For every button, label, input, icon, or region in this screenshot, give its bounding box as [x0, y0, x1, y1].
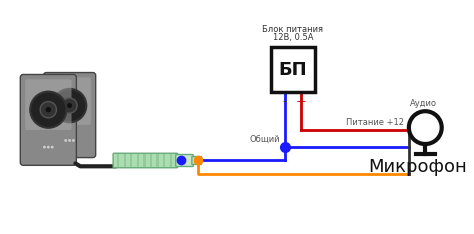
- Bar: [271, 48, 315, 92]
- Circle shape: [43, 146, 46, 149]
- Circle shape: [30, 91, 66, 128]
- FancyBboxPatch shape: [176, 154, 193, 166]
- Circle shape: [67, 103, 72, 108]
- Bar: [117, 154, 119, 167]
- Bar: [130, 154, 133, 167]
- Circle shape: [51, 146, 54, 149]
- Text: БП: БП: [279, 61, 307, 79]
- Circle shape: [62, 98, 77, 113]
- Circle shape: [72, 139, 75, 142]
- Text: Питание +12: Питание +12: [346, 118, 404, 127]
- Circle shape: [64, 139, 67, 142]
- Bar: [170, 154, 172, 167]
- FancyBboxPatch shape: [48, 77, 91, 125]
- Text: Блок питания: Блок питания: [263, 25, 323, 34]
- FancyBboxPatch shape: [44, 73, 96, 157]
- Circle shape: [40, 102, 56, 118]
- Bar: [124, 154, 126, 167]
- Circle shape: [46, 107, 51, 112]
- FancyBboxPatch shape: [20, 74, 76, 165]
- Circle shape: [47, 146, 50, 149]
- Bar: [137, 154, 139, 167]
- Bar: [156, 154, 159, 167]
- Text: Микрофон: Микрофон: [368, 157, 467, 176]
- Text: Аудио: Аудио: [410, 99, 437, 108]
- Text: 12В, 0.5А: 12В, 0.5А: [273, 33, 313, 42]
- Circle shape: [53, 89, 86, 122]
- Bar: [143, 154, 146, 167]
- Text: Общий: Общий: [250, 135, 280, 144]
- FancyBboxPatch shape: [113, 153, 178, 168]
- Bar: [163, 154, 165, 167]
- Text: -: -: [283, 95, 287, 108]
- Bar: [150, 154, 152, 167]
- FancyBboxPatch shape: [25, 79, 72, 130]
- Circle shape: [409, 111, 442, 144]
- Circle shape: [68, 139, 71, 142]
- FancyBboxPatch shape: [192, 157, 201, 165]
- Text: +: +: [295, 95, 306, 108]
